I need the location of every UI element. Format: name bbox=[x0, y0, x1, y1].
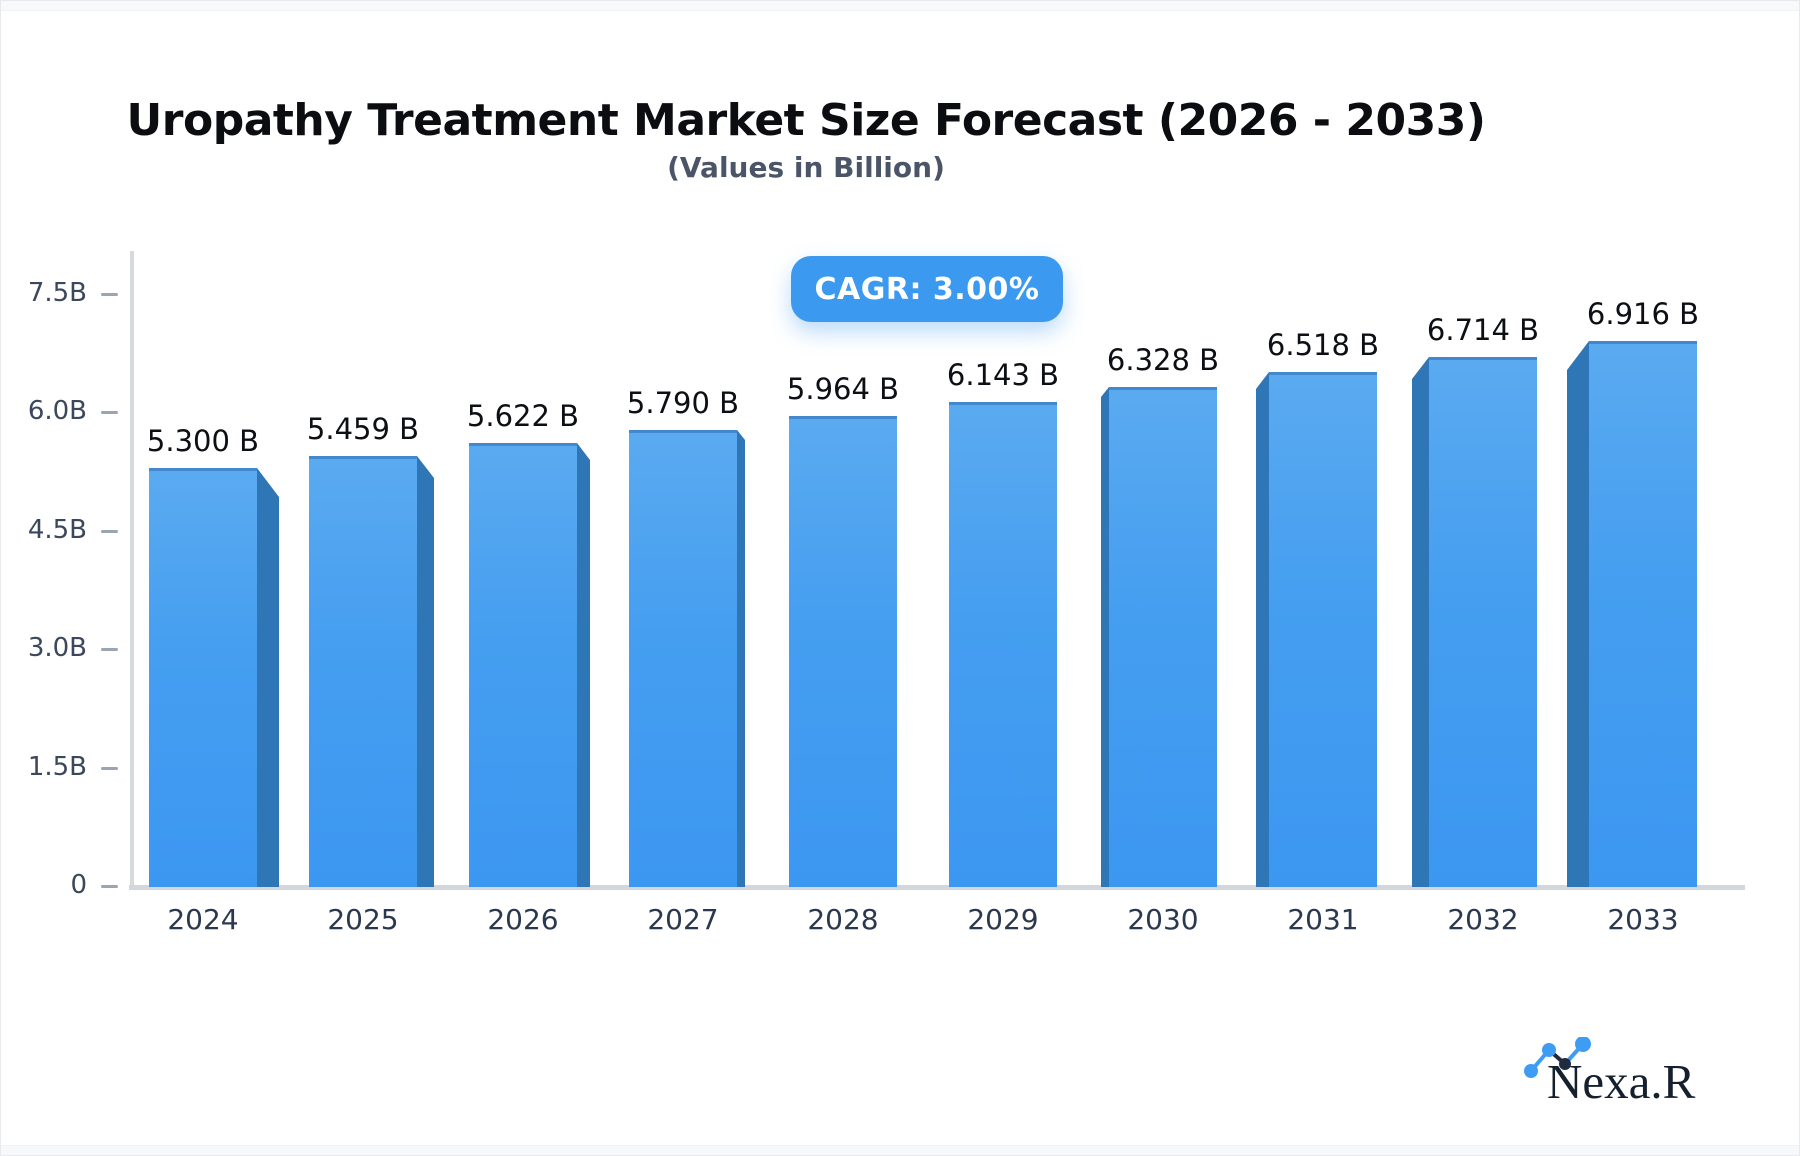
bar-3d-side-2030 bbox=[1101, 387, 1109, 887]
bar-value-label-2024: 5.300 B bbox=[146, 424, 260, 458]
y-tick-label-1.5B: 1.5B bbox=[27, 751, 87, 782]
bar-face-2030[interactable] bbox=[1109, 387, 1217, 887]
bar-3d-side-2024 bbox=[257, 468, 279, 887]
x-axis-label-2029: 2029 bbox=[967, 903, 1039, 936]
bar-3d-side-2025 bbox=[417, 456, 434, 887]
brand-name: Nexa.R bbox=[1547, 1054, 1696, 1109]
x-axis-label-2031: 2031 bbox=[1287, 903, 1359, 936]
bar-value-label-2026: 5.622 B bbox=[466, 399, 580, 433]
chart-subtitle: (Values in Billion) bbox=[667, 151, 945, 184]
brand-logo: Nexa.R bbox=[1521, 1031, 1799, 1126]
bar-face-2026[interactable] bbox=[469, 443, 577, 887]
x-axis-label-2025: 2025 bbox=[327, 903, 399, 936]
bar-face-2032[interactable] bbox=[1429, 357, 1537, 887]
bar-value-label-2033: 6.916 B bbox=[1586, 297, 1700, 331]
x-axis-label-2028: 2028 bbox=[807, 903, 879, 936]
bar-2027[interactable] bbox=[629, 430, 745, 887]
bar-value-label-2029: 6.143 B bbox=[946, 358, 1060, 392]
bar-2025[interactable] bbox=[309, 456, 434, 887]
y-tick-label-0: 0 bbox=[70, 870, 87, 900]
y-tick-label-6.0B: 6.0B bbox=[27, 396, 87, 426]
bar-face-2029[interactable] bbox=[949, 402, 1057, 887]
bar-value-label-2027: 5.790 B bbox=[626, 386, 740, 420]
bar-2032[interactable] bbox=[1412, 357, 1537, 887]
bar-2028[interactable] bbox=[789, 416, 897, 887]
bar-3d-side-2032 bbox=[1412, 357, 1429, 887]
bar-face-2027[interactable] bbox=[629, 430, 737, 887]
bar-value-label-2028: 5.964 B bbox=[786, 372, 900, 406]
bar-value-label-2025: 5.459 B bbox=[306, 412, 420, 446]
bar-2024[interactable] bbox=[149, 468, 279, 887]
y-axis-line bbox=[130, 251, 134, 889]
bottom-edge-strip bbox=[1, 1145, 1799, 1155]
x-axis-label-2027: 2027 bbox=[647, 903, 719, 936]
bar-value-label-2031: 6.518 B bbox=[1266, 328, 1380, 362]
bar-value-label-2030: 6.328 B bbox=[1106, 343, 1220, 377]
y-tick-mark bbox=[101, 766, 118, 770]
chart-title: Uropathy Treatment Market Size Forecast … bbox=[126, 95, 1486, 146]
x-axis-label-2032: 2032 bbox=[1447, 903, 1519, 936]
bar-2026[interactable] bbox=[469, 443, 590, 887]
y-tick-label-7.5B: 7.5B bbox=[27, 277, 87, 308]
y-tick-label-3.0B: 3.0B bbox=[27, 633, 87, 663]
x-axis-label-2026: 2026 bbox=[487, 903, 559, 936]
bar-2033[interactable] bbox=[1567, 341, 1697, 887]
bar-face-2025[interactable] bbox=[309, 456, 417, 887]
bar-3d-side-2027 bbox=[737, 430, 745, 887]
bar-face-2028[interactable] bbox=[789, 416, 897, 887]
y-tick-mark bbox=[101, 529, 118, 533]
x-axis-label-2030: 2030 bbox=[1127, 903, 1199, 936]
bar-face-2033[interactable] bbox=[1589, 341, 1697, 887]
cagr-badge: CAGR: 3.00% bbox=[791, 256, 1063, 322]
bar-face-2031[interactable] bbox=[1269, 372, 1377, 887]
y-tick-label-4.5B: 4.5B bbox=[27, 514, 87, 545]
bar-2030[interactable] bbox=[1101, 387, 1217, 887]
x-axis-label-2024: 2024 bbox=[167, 903, 239, 936]
x-axis-line bbox=[129, 885, 1745, 890]
bar-2031[interactable] bbox=[1256, 372, 1377, 887]
bar-3d-side-2033 bbox=[1567, 341, 1589, 887]
top-edge-strip bbox=[1, 1, 1799, 11]
line-chart-dots-icon bbox=[1524, 1037, 1591, 1078]
y-tick-mark bbox=[101, 411, 118, 414]
y-tick-mark bbox=[101, 292, 118, 296]
bar-face-2024[interactable] bbox=[149, 468, 257, 887]
y-tick-mark bbox=[101, 648, 118, 651]
bar-2029[interactable] bbox=[949, 402, 1057, 887]
bar-3d-side-2026 bbox=[577, 443, 590, 887]
bar-3d-side-2031 bbox=[1256, 372, 1269, 887]
bar-value-label-2032: 6.714 B bbox=[1426, 313, 1540, 347]
x-axis-label-2033: 2033 bbox=[1607, 903, 1679, 936]
y-tick-mark bbox=[101, 885, 118, 888]
